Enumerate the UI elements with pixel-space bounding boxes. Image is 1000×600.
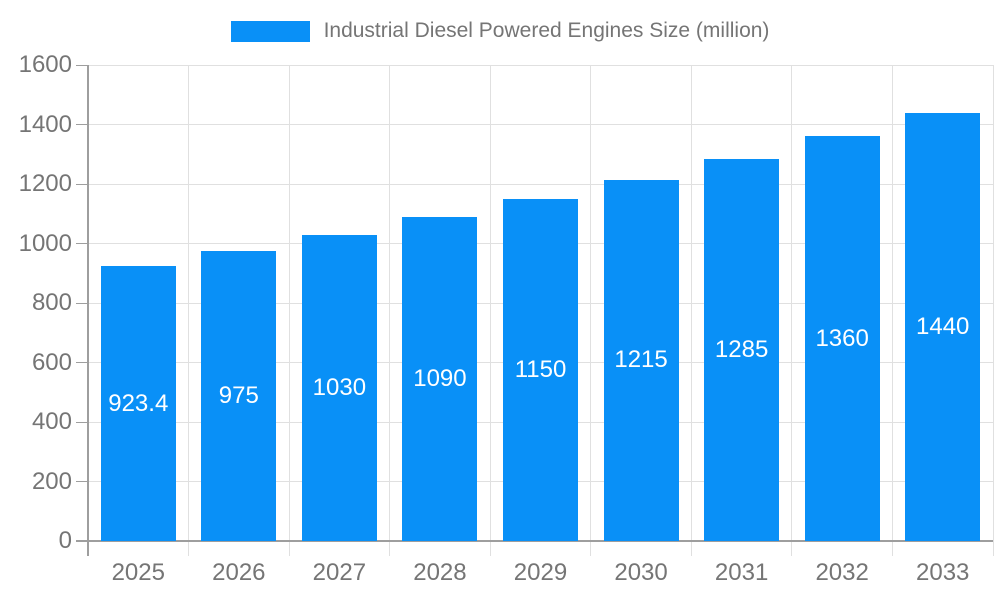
v-gridline <box>288 65 290 541</box>
x-tick-label: 2026 <box>212 559 266 586</box>
x-tick-label: 2025 <box>111 559 165 586</box>
y-tick-mark <box>76 421 88 423</box>
y-tick-mark <box>76 183 88 185</box>
x-tick-label: 2031 <box>714 559 769 586</box>
bar-value-label: 1215 <box>614 346 668 374</box>
y-tick-mark <box>76 362 88 363</box>
x-tick-mark <box>389 541 391 556</box>
legend-label: Industrial Diesel Powered Engines Size (… <box>323 19 770 42</box>
h-gridline <box>88 124 993 125</box>
v-gridline <box>188 65 190 541</box>
bar-value-label: 1150 <box>514 355 567 383</box>
bar-value-label: 1360 <box>815 324 869 352</box>
y-tick-mark <box>76 64 88 66</box>
bar[interactable]: 975 <box>201 250 277 541</box>
bar-value-label: 1030 <box>312 373 367 401</box>
x-tick-label: 2030 <box>614 559 668 586</box>
h-gridline <box>88 183 993 185</box>
x-tick-mark <box>188 541 190 556</box>
bar[interactable]: 923.4 <box>100 266 176 541</box>
v-gridline <box>690 65 692 541</box>
y-tick-label: 1600 <box>18 51 72 78</box>
bar[interactable]: 1440 <box>905 112 981 541</box>
h-gridline <box>88 64 993 66</box>
y-tick-label: 400 <box>31 408 72 435</box>
x-tick-mark <box>891 541 893 556</box>
y-tick-label: 600 <box>31 348 72 376</box>
v-gridline <box>489 65 491 541</box>
x-tick-mark <box>489 541 491 556</box>
x-tick-mark <box>992 541 994 556</box>
y-tick-label: 200 <box>31 467 72 495</box>
v-gridline <box>791 65 793 541</box>
x-tick-label: 2033 <box>916 559 970 586</box>
legend-swatch <box>230 20 310 42</box>
x-tick-label: 2029 <box>513 559 568 586</box>
bar[interactable]: 1030 <box>301 234 377 541</box>
y-tick-label: 800 <box>31 289 72 316</box>
bar-value-label: 923.4 <box>108 389 169 417</box>
y-tick-mark <box>76 481 88 482</box>
y-tick-label: 1400 <box>18 110 72 138</box>
v-gridline <box>992 65 994 541</box>
bar-value-label: 1285 <box>714 335 769 363</box>
bar[interactable]: 1360 <box>804 136 880 541</box>
bar[interactable]: 1215 <box>603 179 679 541</box>
y-tick-mark <box>76 302 88 304</box>
bar[interactable]: 1150 <box>503 198 578 541</box>
bar-value-label: 1090 <box>413 364 467 392</box>
x-tick-label: 2028 <box>413 559 467 586</box>
x-tick-mark <box>690 541 692 556</box>
bar[interactable]: 1285 <box>704 158 780 541</box>
x-tick-mark <box>288 541 290 556</box>
y-tick-mark <box>76 243 88 244</box>
y-tick-mark <box>76 124 88 125</box>
v-gridline <box>891 65 893 541</box>
y-tick-label: 0 <box>58 527 72 554</box>
y-tick-label: 1200 <box>18 170 72 197</box>
bar-value-label: 1440 <box>916 312 970 340</box>
x-tick-mark <box>791 541 793 556</box>
bar[interactable]: 1090 <box>402 216 478 541</box>
y-axis-line <box>87 65 89 556</box>
x-tick-mark <box>590 541 592 556</box>
bar-value-label: 975 <box>218 381 259 409</box>
x-tick-label: 2027 <box>312 559 367 586</box>
y-tick-label: 1000 <box>18 229 72 257</box>
x-tick-label: 2032 <box>815 559 869 586</box>
chart-legend[interactable]: Industrial Diesel Powered Engines Size (… <box>0 19 1000 43</box>
v-gridline <box>389 65 391 541</box>
v-gridline <box>590 65 592 541</box>
